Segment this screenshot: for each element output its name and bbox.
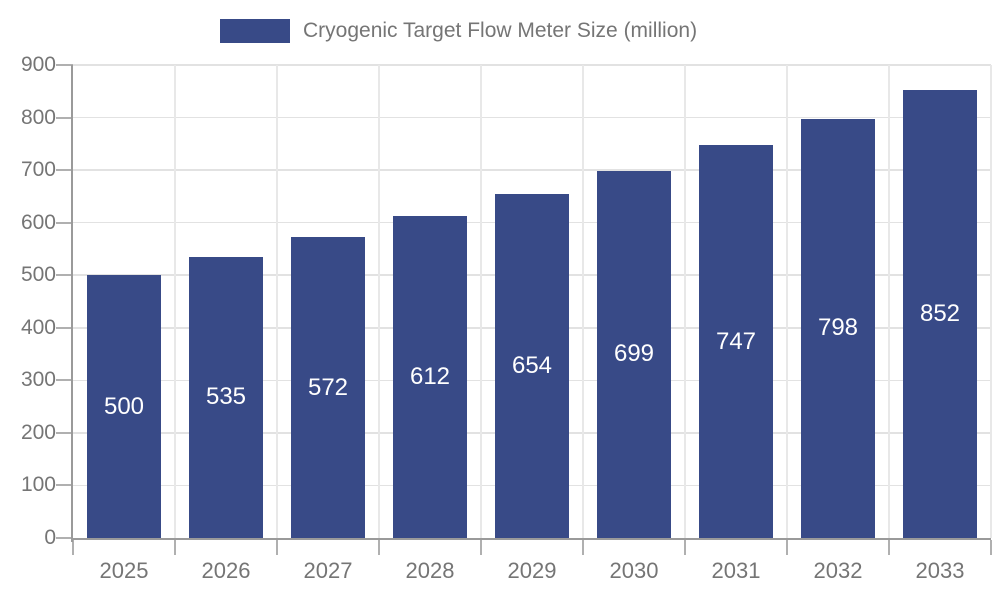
x-axis-tick bbox=[990, 540, 992, 555]
bar-value-label: 500 bbox=[103, 392, 145, 420]
bar-2025: 500 bbox=[87, 275, 161, 538]
x-axis-tick bbox=[786, 540, 788, 555]
bar-value-label: 654 bbox=[511, 352, 553, 380]
x-axis-label: 2031 bbox=[711, 558, 761, 583]
bar-2028: 612 bbox=[393, 216, 467, 538]
y-axis-tick bbox=[56, 537, 73, 539]
y-axis-tick bbox=[56, 274, 73, 277]
bar-2029: 654 bbox=[495, 194, 569, 538]
x-axis-tick bbox=[276, 540, 278, 555]
y-axis-tick bbox=[56, 169, 73, 172]
legend-swatch bbox=[220, 19, 290, 43]
y-axis-label: 700 bbox=[20, 158, 56, 182]
y-axis-label: 200 bbox=[20, 420, 56, 444]
gridline-horizontal bbox=[73, 64, 991, 66]
bar-value-label: 747 bbox=[715, 327, 757, 355]
bar-2026: 535 bbox=[189, 256, 263, 538]
x-axis-tick bbox=[174, 540, 176, 555]
bar-value-label: 852 bbox=[919, 300, 961, 328]
bar-2032: 798 bbox=[801, 118, 875, 538]
y-axis-label: 100 bbox=[20, 473, 56, 497]
y-axis-tick bbox=[56, 64, 73, 66]
legend: Cryogenic Target Flow Meter Size (millio… bbox=[220, 17, 697, 45]
y-axis-tick bbox=[56, 326, 73, 329]
x-axis-label: 2033 bbox=[915, 558, 965, 583]
x-axis-tick bbox=[72, 540, 74, 555]
x-axis-label: 2030 bbox=[609, 558, 659, 583]
gridline-vertical bbox=[786, 65, 788, 538]
bar-value-label: 612 bbox=[409, 363, 451, 391]
x-axis-tick bbox=[480, 540, 482, 555]
y-axis-label: 500 bbox=[20, 263, 56, 287]
y-axis-tick bbox=[56, 116, 73, 119]
y-axis-tick bbox=[56, 484, 73, 487]
y-axis-label: 400 bbox=[20, 315, 56, 339]
x-axis-line bbox=[71, 538, 991, 540]
x-axis-label: 2027 bbox=[303, 558, 353, 583]
bar-value-label: 699 bbox=[613, 340, 655, 368]
legend-label: Cryogenic Target Flow Meter Size (millio… bbox=[303, 19, 698, 42]
x-axis-tick bbox=[582, 540, 584, 555]
gridline-vertical bbox=[582, 65, 584, 538]
y-axis-label: 300 bbox=[20, 368, 56, 392]
gridline-horizontal bbox=[73, 169, 991, 171]
gridline-horizontal bbox=[73, 116, 991, 119]
gridline-vertical bbox=[378, 65, 380, 538]
y-axis-tick bbox=[56, 221, 73, 224]
bar-value-label: 798 bbox=[817, 314, 859, 342]
gridline-vertical bbox=[480, 65, 482, 538]
x-axis-label: 2028 bbox=[405, 558, 455, 583]
bar-value-label: 535 bbox=[205, 383, 247, 411]
bar-2031: 747 bbox=[699, 145, 773, 538]
gridline-vertical bbox=[174, 65, 176, 538]
bar-value-label: 572 bbox=[307, 373, 349, 401]
bar-2033: 852 bbox=[903, 90, 977, 538]
x-axis-label: 2026 bbox=[201, 558, 251, 583]
gridline-vertical bbox=[888, 65, 890, 538]
y-axis-tick bbox=[56, 431, 73, 434]
x-axis-label: 2029 bbox=[507, 558, 557, 583]
gridline-vertical bbox=[684, 65, 686, 538]
gridline-vertical bbox=[276, 65, 278, 538]
plot-area: 500 535 572 612 654 699 747 798 852 bbox=[73, 64, 992, 538]
y-axis-label: 600 bbox=[20, 210, 56, 234]
y-axis-tick bbox=[56, 379, 73, 382]
y-axis-label: 0 bbox=[44, 526, 56, 549]
x-axis-label: 2025 bbox=[99, 558, 149, 583]
x-axis-tick bbox=[888, 540, 890, 555]
gridline-vertical bbox=[990, 65, 992, 538]
y-axis-line bbox=[71, 65, 73, 542]
bar-2027: 572 bbox=[291, 237, 365, 538]
y-axis-label: 800 bbox=[20, 105, 56, 129]
x-axis-label: 2032 bbox=[813, 558, 863, 583]
x-axis-tick bbox=[378, 540, 380, 555]
y-axis-label: 900 bbox=[20, 53, 56, 76]
bar-2030: 699 bbox=[597, 170, 671, 538]
x-axis-tick bbox=[684, 540, 686, 555]
